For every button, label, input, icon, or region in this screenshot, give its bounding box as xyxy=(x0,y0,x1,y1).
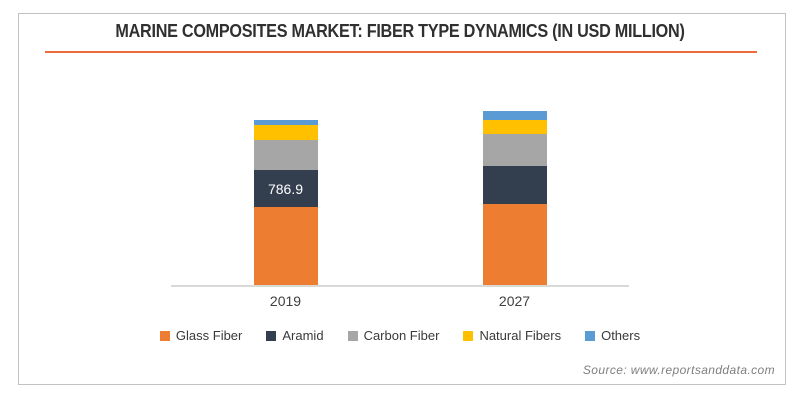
legend-label-others: Others xyxy=(601,328,641,343)
x-tick-2027: 2027 xyxy=(498,293,531,309)
title-underline xyxy=(45,51,757,53)
bar-segment-natural-fibers-2027 xyxy=(482,119,547,134)
x-tick-2019: 2019 xyxy=(269,293,302,309)
bar-segment-carbon-fiber-2019 xyxy=(253,140,318,170)
legend-swatch-glass-fiber xyxy=(159,330,170,341)
legend-item-natural-fibers: Natural Fibers xyxy=(463,328,561,343)
bar-segment-carbon-fiber-2027 xyxy=(482,133,547,166)
chart-title: MARINE COMPOSITES MARKET: FIBER TYPE DYN… xyxy=(115,21,685,41)
legend-label-natural-fibers: Natural Fibers xyxy=(479,328,562,343)
plot-area: 786.9 xyxy=(171,100,629,287)
bar-segment-others-2027 xyxy=(482,110,547,120)
legend-label-carbon-fiber: Carbon Fiber xyxy=(363,328,440,343)
legend-item-others: Others xyxy=(585,328,640,343)
bar-segment-glass-fiber-2027 xyxy=(482,203,547,285)
legend: Glass Fiber Aramid Carbon Fiber Natural Fib… xyxy=(0,328,800,343)
bar-segment-glass-fiber-2019 xyxy=(253,207,318,285)
data-label-aramid-2019: 786.9 xyxy=(267,180,304,197)
bar-segment-others-2019 xyxy=(253,120,318,125)
bar-2019: 786.9 xyxy=(253,120,318,285)
legend-swatch-carbon-fiber xyxy=(347,330,358,341)
legend-swatch-aramid xyxy=(266,330,277,341)
legend-item-carbon-fiber: Carbon Fiber xyxy=(347,328,440,343)
legend-label-aramid: Aramid xyxy=(282,328,324,343)
legend-item-aramid: Aramid xyxy=(266,328,324,343)
chart-frame xyxy=(18,13,786,385)
legend-item-glass-fiber: Glass Fiber xyxy=(159,328,243,343)
bar-segment-aramid-2019: 786.9 xyxy=(253,170,318,207)
legend-label-glass-fiber: Glass Fiber xyxy=(175,328,243,343)
bar-segment-aramid-2027 xyxy=(482,165,547,204)
bar-segment-natural-fibers-2019 xyxy=(253,125,318,140)
source-note: Source: www.reportsanddata.com xyxy=(582,363,775,377)
bar-2027 xyxy=(482,110,547,285)
legend-swatch-others xyxy=(585,330,596,341)
legend-swatch-natural-fibers xyxy=(463,330,474,341)
